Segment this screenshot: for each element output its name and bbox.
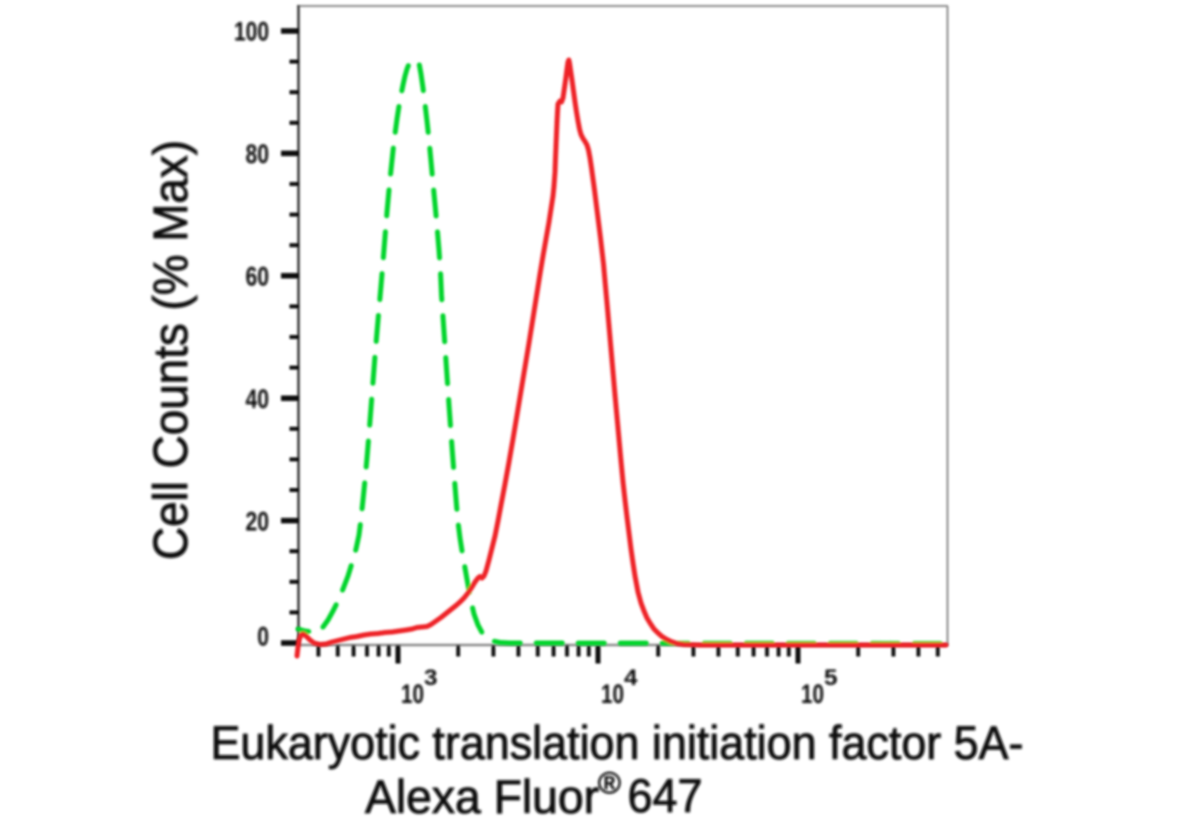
svg-text:100: 100: [234, 17, 269, 47]
svg-text:20: 20: [246, 506, 270, 536]
svg-text:Eukaryotic translation initiat: Eukaryotic translation initiation factor…: [211, 716, 1024, 769]
svg-text:10: 10: [801, 679, 824, 709]
svg-text:80: 80: [246, 139, 270, 169]
svg-text:60: 60: [246, 262, 270, 292]
svg-text:Alexa Fluor: Alexa Fluor: [365, 770, 599, 823]
svg-text:10: 10: [601, 679, 624, 709]
svg-text:Cell Counts (% Max): Cell Counts (% Max): [145, 140, 198, 560]
svg-text:40: 40: [246, 384, 270, 414]
svg-text:5: 5: [824, 665, 838, 690]
svg-text:0: 0: [257, 622, 269, 652]
svg-text:4: 4: [624, 665, 638, 690]
svg-text:3: 3: [424, 665, 438, 690]
svg-text:10: 10: [401, 679, 424, 709]
svg-text:®: ®: [598, 766, 621, 801]
svg-text:647: 647: [628, 769, 703, 822]
